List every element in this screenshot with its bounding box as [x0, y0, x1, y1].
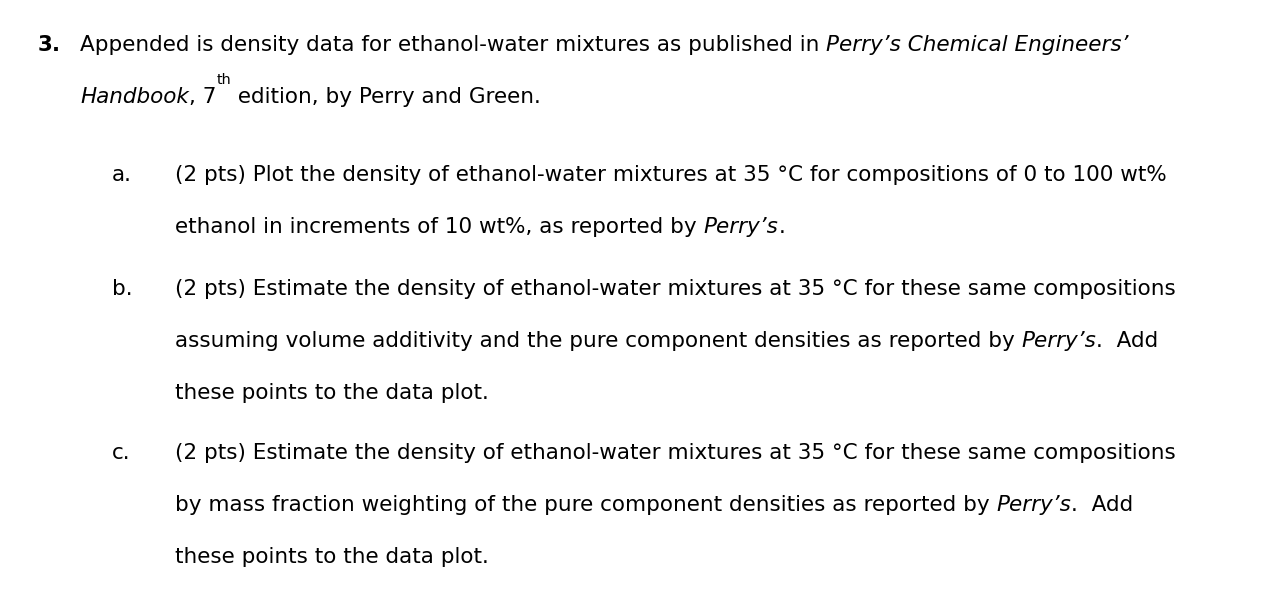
- Text: .: .: [778, 217, 785, 237]
- Text: .  Add: . Add: [1097, 332, 1158, 352]
- Text: assuming volume additivity and the pure component densities as reported by: assuming volume additivity and the pure …: [175, 332, 1021, 352]
- Text: , 7: , 7: [189, 87, 216, 107]
- Text: (2 pts) Estimate the density of ethanol-water mixtures at 35 °C for these same c: (2 pts) Estimate the density of ethanol-…: [175, 280, 1176, 300]
- Text: Perry’s Chemical Engineers’: Perry’s Chemical Engineers’: [827, 35, 1129, 55]
- Text: (2 pts) Estimate the density of ethanol-water mixtures at 35 °C for these same c: (2 pts) Estimate the density of ethanol-…: [175, 443, 1176, 463]
- Text: 3.: 3.: [38, 35, 61, 55]
- Text: Appended is density data for ethanol-water mixtures as published in: Appended is density data for ethanol-wat…: [79, 35, 827, 55]
- Text: th: th: [216, 73, 232, 87]
- Text: (2 pts) Plot the density of ethanol-water mixtures at 35 °C for compositions of : (2 pts) Plot the density of ethanol-wate…: [175, 165, 1167, 185]
- Text: these points to the data plot.: these points to the data plot.: [175, 547, 489, 567]
- Text: Perry’s: Perry’s: [1021, 332, 1097, 352]
- Text: a.: a.: [113, 165, 132, 185]
- Text: .  Add: . Add: [1071, 495, 1134, 515]
- Text: these points to the data plot.: these points to the data plot.: [175, 384, 489, 404]
- Text: Handbook: Handbook: [79, 87, 189, 107]
- Text: edition, by Perry and Green.: edition, by Perry and Green.: [232, 87, 541, 107]
- Text: b.: b.: [113, 280, 133, 300]
- Text: by mass fraction weighting of the pure component densities as reported by: by mass fraction weighting of the pure c…: [175, 495, 997, 515]
- Text: ethanol in increments of 10 wt%, as reported by: ethanol in increments of 10 wt%, as repo…: [175, 217, 704, 237]
- Text: Perry’s: Perry’s: [997, 495, 1071, 515]
- Text: Perry’s: Perry’s: [704, 217, 778, 237]
- Text: c.: c.: [113, 443, 131, 463]
